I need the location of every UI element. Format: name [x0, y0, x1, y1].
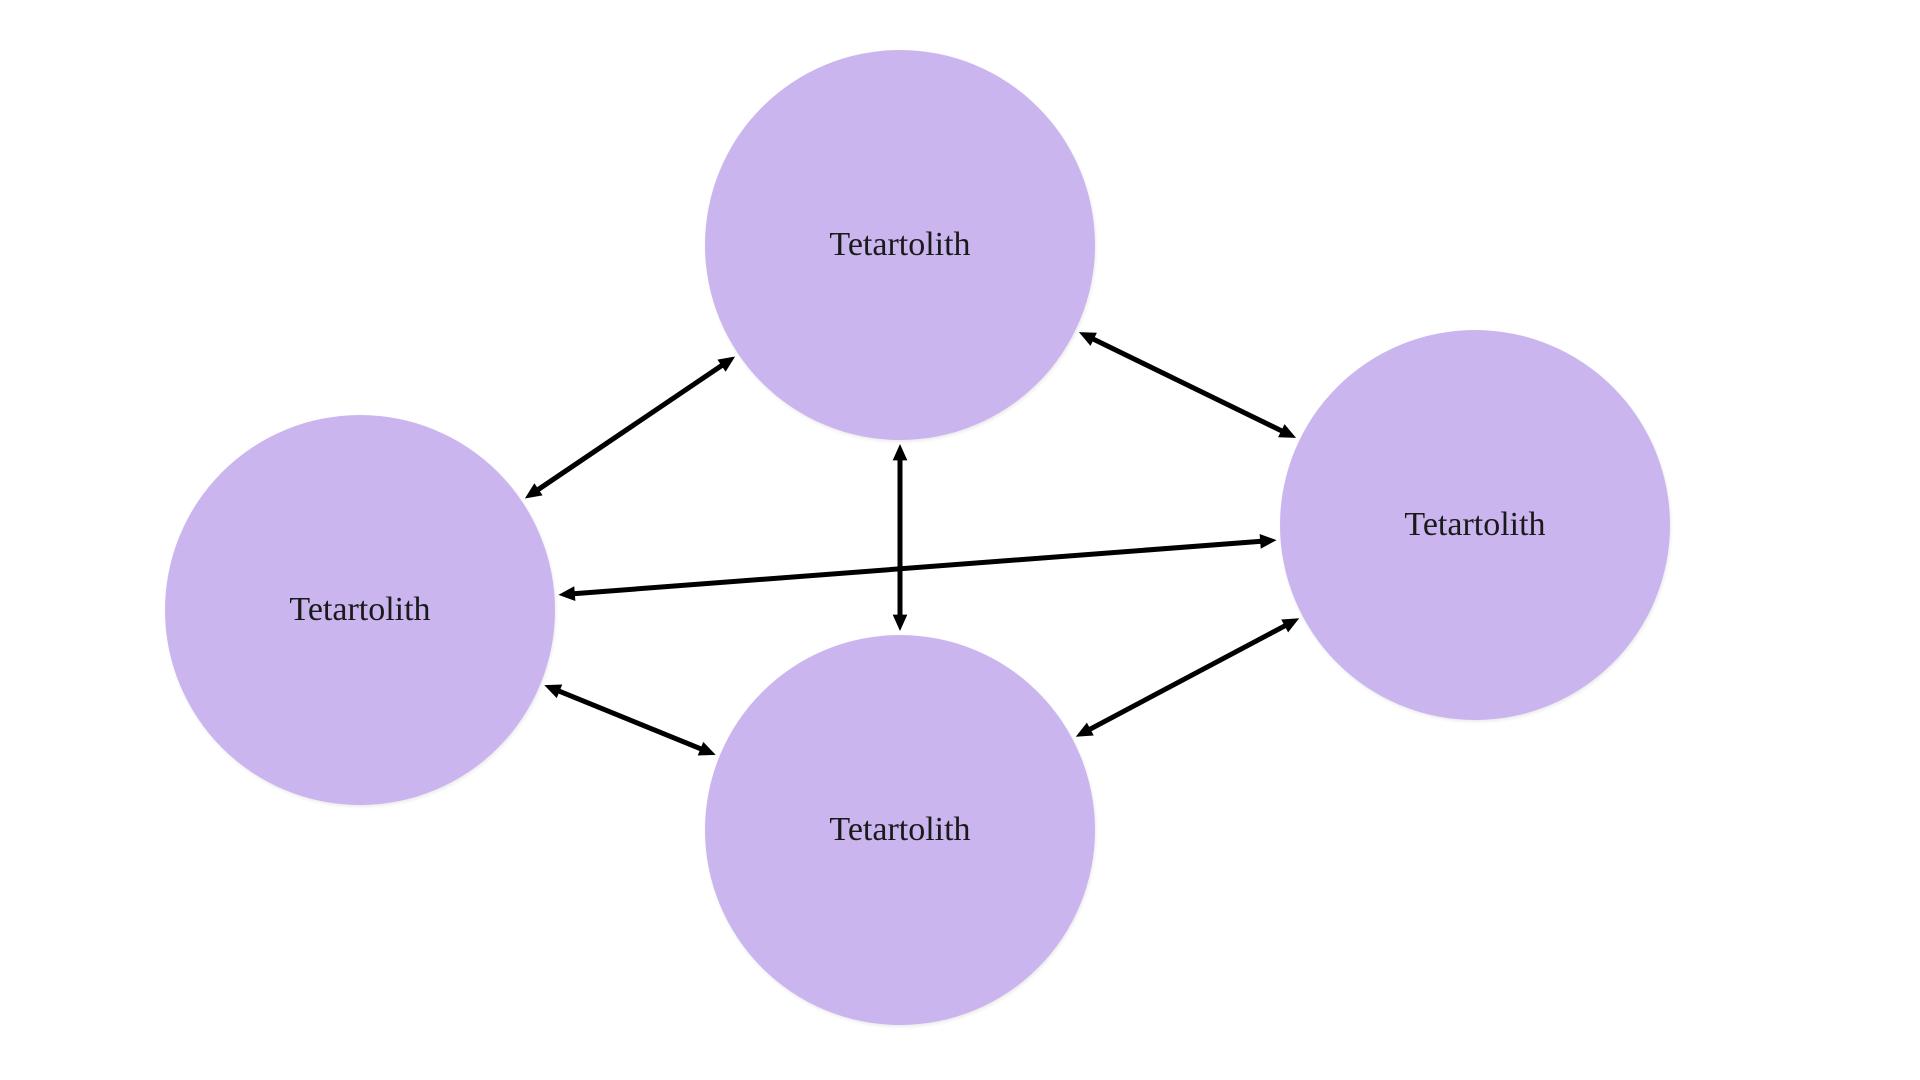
- node-right: Tetartolith: [1280, 330, 1670, 720]
- node-top-label: Tetartolith: [829, 226, 970, 264]
- node-right-label: Tetartolith: [1404, 506, 1545, 544]
- diagram-canvas: Tetartolith Tetartolith Tetartolith Teta…: [0, 0, 1920, 1080]
- node-left-label: Tetartolith: [289, 591, 430, 629]
- node-top: Tetartolith: [705, 50, 1095, 440]
- node-left: Tetartolith: [165, 415, 555, 805]
- node-bottom: Tetartolith: [705, 635, 1095, 1025]
- node-bottom-label: Tetartolith: [829, 811, 970, 849]
